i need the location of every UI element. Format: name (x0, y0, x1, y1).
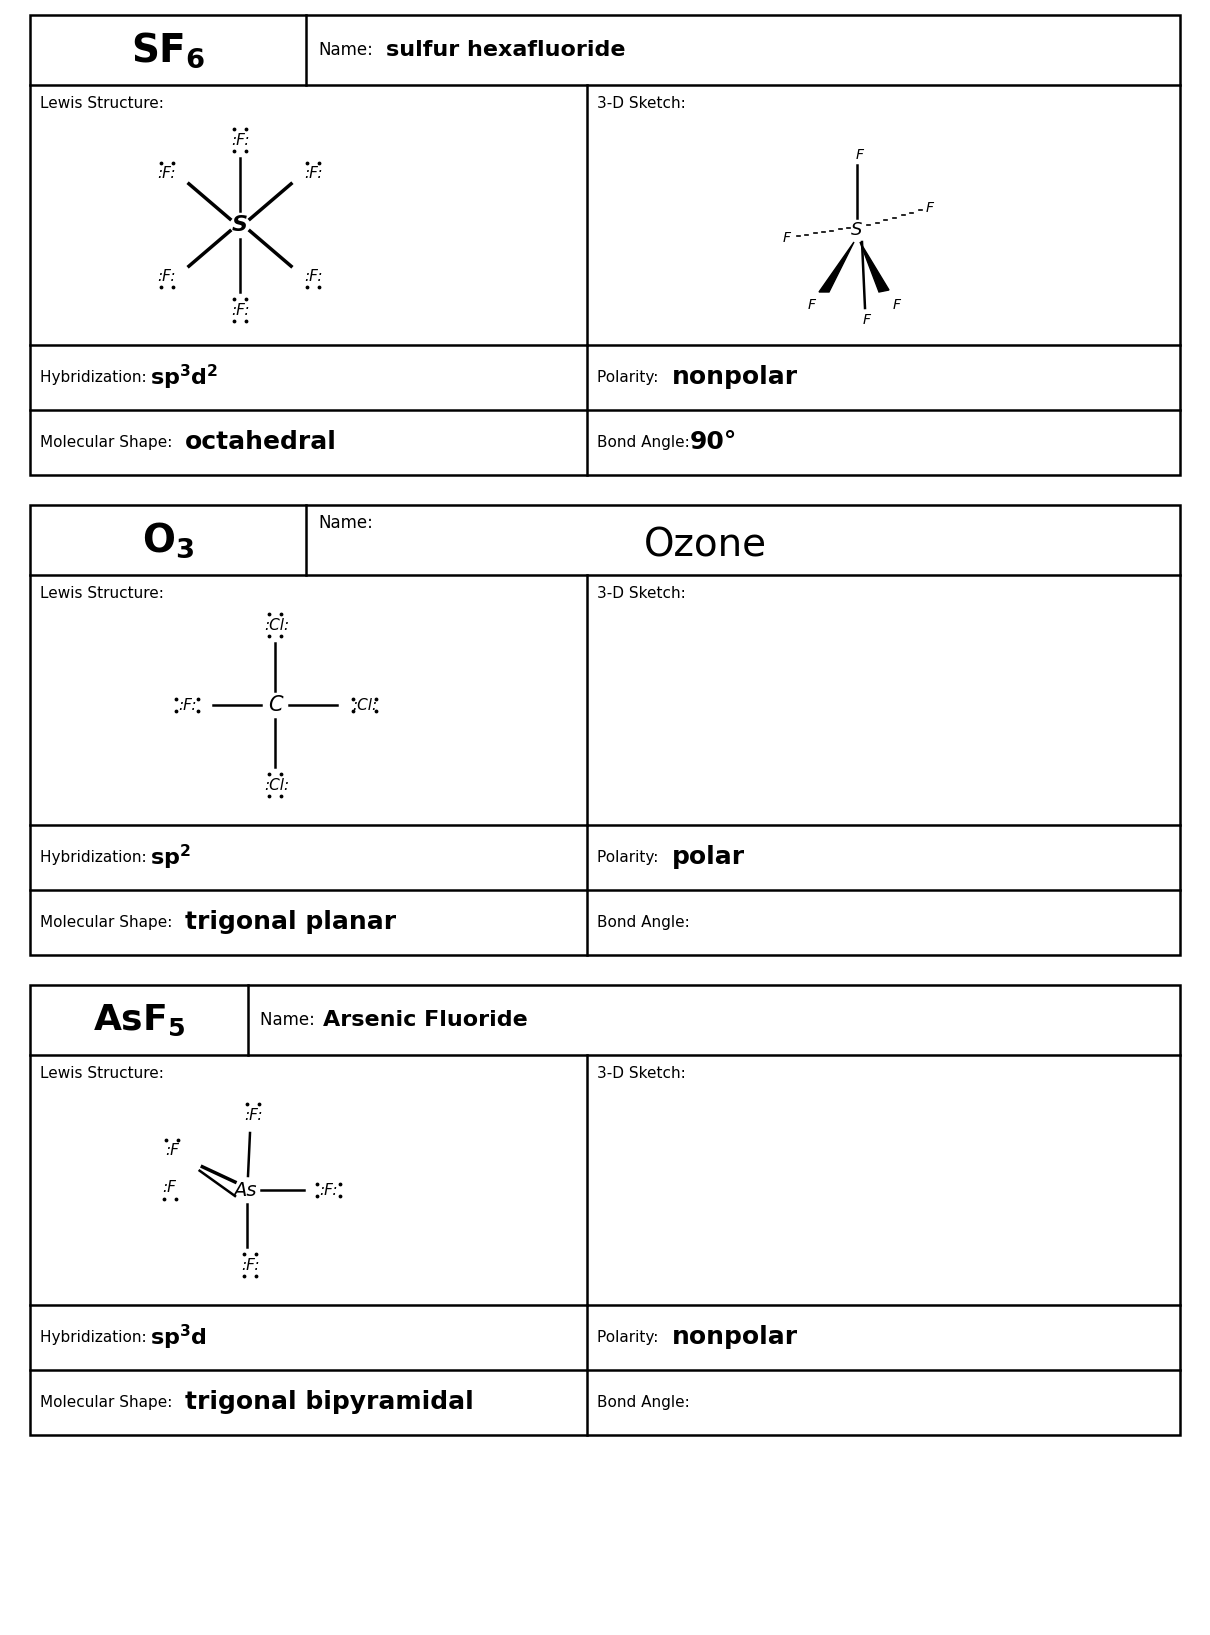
Text: Ozone: Ozone (644, 526, 767, 564)
Text: :F:: :F: (178, 698, 196, 713)
Text: sulfur hexafluoride: sulfur hexafluoride (386, 39, 626, 60)
Text: $\mathbf{O_3}$: $\mathbf{O_3}$ (142, 520, 194, 559)
Text: As: As (234, 1180, 257, 1200)
Text: Polarity:: Polarity: (597, 850, 663, 865)
Text: Name:: Name: (260, 1010, 321, 1028)
Polygon shape (860, 242, 889, 293)
Text: nonpolar: nonpolar (672, 365, 799, 389)
Text: F: F (926, 201, 934, 214)
Text: Name:: Name: (318, 513, 373, 531)
Text: :F:: :F: (157, 167, 177, 181)
Text: 3-D Sketch:: 3-D Sketch: (597, 585, 686, 600)
Text: 3-D Sketch:: 3-D Sketch: (597, 95, 686, 111)
Text: Bond Angle:: Bond Angle: (597, 1395, 695, 1409)
Text: :F:: :F: (318, 1182, 338, 1197)
Text: $\mathbf{sp^3d^2}$: $\mathbf{sp^3d^2}$ (150, 363, 219, 392)
Text: F: F (855, 149, 864, 162)
Text: S: S (852, 221, 863, 239)
Text: $\mathbf{SF_6}$: $\mathbf{SF_6}$ (131, 29, 206, 70)
Text: :F:: :F: (157, 268, 177, 284)
Text: Hybridization:: Hybridization: (40, 850, 151, 865)
Text: $\mathbf{AsF_5}$: $\mathbf{AsF_5}$ (93, 1002, 185, 1038)
Text: :F:: :F: (241, 1257, 259, 1272)
Text: Lewis Structure:: Lewis Structure: (40, 1066, 163, 1081)
Text: Hybridization:: Hybridization: (40, 1329, 151, 1344)
Text: polar: polar (672, 845, 745, 868)
Text: Lewis Structure:: Lewis Structure: (40, 585, 163, 600)
Text: 3-D Sketch:: 3-D Sketch: (597, 1066, 686, 1081)
Text: F: F (893, 298, 901, 312)
Text: F: F (783, 231, 791, 245)
Text: 90°: 90° (690, 430, 737, 455)
Text: :Cl:: :Cl: (265, 618, 289, 633)
Text: :Cl:: :Cl: (265, 778, 289, 793)
Text: S: S (232, 214, 248, 235)
Text: :Cl:: :Cl: (352, 698, 378, 713)
Text: $\mathbf{sp^2}$: $\mathbf{sp^2}$ (150, 842, 191, 871)
Text: Name:: Name: (318, 41, 373, 59)
Text: F: F (808, 298, 816, 312)
Text: :F:: :F: (304, 167, 322, 181)
Text: nonpolar: nonpolar (672, 1324, 799, 1349)
Text: Molecular Shape:: Molecular Shape: (40, 1395, 177, 1409)
Text: F: F (863, 312, 871, 327)
Text: $\mathbf{sp^3d}$: $\mathbf{sp^3d}$ (150, 1323, 207, 1352)
Text: :F:: :F: (304, 268, 322, 284)
Text: :F:: :F: (243, 1107, 263, 1123)
Text: Molecular Shape:: Molecular Shape: (40, 914, 177, 930)
Text: C: C (267, 695, 282, 714)
Text: Lewis Structure:: Lewis Structure: (40, 95, 163, 111)
Text: :F:: :F: (231, 132, 249, 147)
Text: trigonal planar: trigonal planar (185, 911, 396, 934)
Text: Bond Angle:: Bond Angle: (597, 435, 695, 450)
Text: Molecular Shape:: Molecular Shape: (40, 435, 177, 450)
Text: :F: :F (162, 1180, 177, 1195)
Bar (30, 15, 1180, 476)
Text: Arsenic Fluoride: Arsenic Fluoride (323, 1010, 528, 1030)
Text: :F: :F (166, 1143, 179, 1158)
Bar (30, 505, 1180, 955)
Text: Polarity:: Polarity: (597, 370, 663, 384)
Text: octahedral: octahedral (185, 430, 336, 455)
Text: trigonal bipyramidal: trigonal bipyramidal (185, 1390, 474, 1414)
Polygon shape (819, 242, 854, 293)
Bar (30, 984, 1180, 1436)
Text: :F:: :F: (231, 302, 249, 317)
Text: Bond Angle:: Bond Angle: (597, 914, 695, 930)
Text: Hybridization:: Hybridization: (40, 370, 151, 384)
Text: Polarity:: Polarity: (597, 1329, 663, 1344)
